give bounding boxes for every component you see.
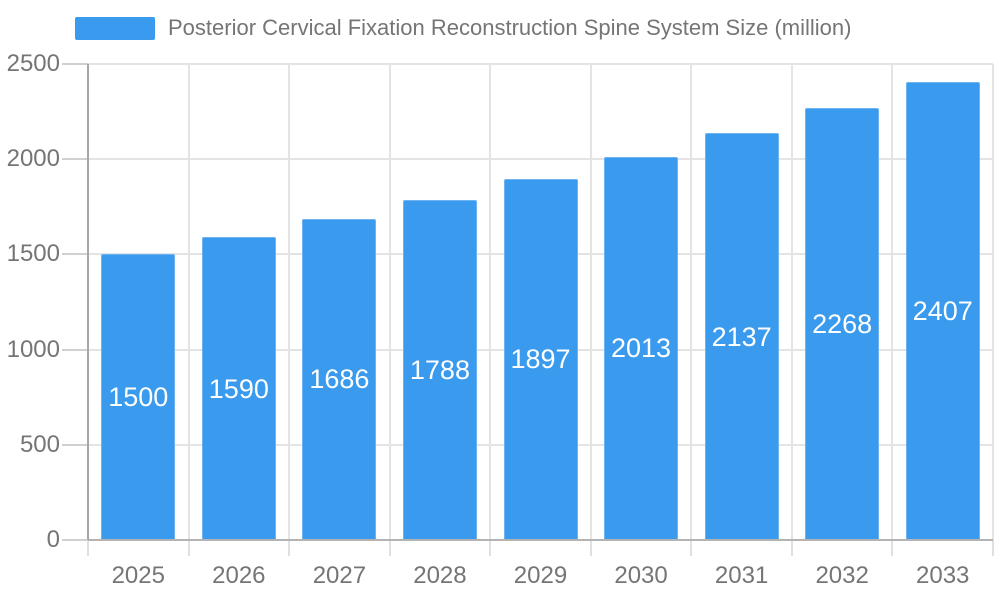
- v-gridline-2: [288, 64, 291, 540]
- legend-label: Posterior Cervical Fixation Reconstructi…: [168, 15, 852, 40]
- bar-value-label-2025: 1500: [108, 382, 169, 413]
- v-gridline-3: [388, 64, 391, 540]
- bar-2026[interactable]: [201, 237, 276, 540]
- x-axis-label-2025: 2025: [111, 562, 165, 589]
- x-tick-1: [187, 540, 190, 556]
- x-tick-4: [489, 540, 492, 556]
- h-gridline-2000: [88, 158, 993, 161]
- y-axis-label: 2500: [6, 50, 60, 77]
- x-axis-label-2030: 2030: [614, 562, 668, 589]
- bar-value-label-2026: 1590: [208, 373, 269, 404]
- x-axis-baseline: [88, 539, 993, 541]
- y-tick-2000: [62, 158, 88, 161]
- v-gridline-8: [891, 64, 894, 540]
- x-tick-9: [992, 540, 994, 556]
- bar-value-label-2031: 2137: [711, 321, 772, 352]
- bar-2029[interactable]: [503, 178, 578, 540]
- v-gridline-5: [589, 64, 592, 540]
- y-axis-line: [87, 64, 89, 540]
- v-gridline-7: [790, 64, 793, 540]
- bar-value-label-2027: 1686: [309, 364, 370, 395]
- x-tick-3: [388, 540, 391, 556]
- h-gridline-2500: [88, 63, 993, 65]
- bar-2032[interactable]: [805, 108, 880, 540]
- bar-2027[interactable]: [302, 218, 377, 540]
- bar-2033[interactable]: [905, 81, 980, 540]
- y-axis-label: 0: [46, 526, 60, 553]
- v-gridline-4: [489, 64, 492, 540]
- bar-value-label-2028: 1788: [409, 354, 470, 385]
- legend-swatch[interactable]: [75, 16, 155, 40]
- x-tick-7: [790, 540, 793, 556]
- y-tick-500: [62, 443, 88, 446]
- y-axis-label: 500: [19, 430, 60, 458]
- x-axis-label-2029: 2029: [513, 562, 568, 589]
- y-tick-1500: [62, 253, 88, 256]
- x-tick-0: [87, 540, 89, 556]
- y-axis-label: 1500: [6, 240, 60, 268]
- v-gridline-9: [992, 64, 994, 540]
- x-tick-5: [589, 540, 592, 556]
- bar-value-label-2032: 2268: [812, 309, 873, 340]
- x-tick-2: [288, 540, 291, 556]
- y-tick-2500: [62, 63, 88, 65]
- x-tick-6: [690, 540, 693, 556]
- x-axis-label-2032: 2032: [815, 562, 869, 589]
- x-tick-8: [891, 540, 894, 556]
- bar-2030[interactable]: [604, 156, 679, 540]
- bar-2025[interactable]: [101, 254, 176, 540]
- bar-2031[interactable]: [704, 133, 779, 540]
- y-tick-1000: [62, 348, 88, 351]
- v-gridline-6: [690, 64, 693, 540]
- bar-value-label-2033: 2407: [912, 295, 973, 326]
- x-axis-label-2028: 2028: [413, 562, 467, 589]
- x-axis-label-2026: 2026: [212, 562, 266, 589]
- x-axis-label-2033: 2033: [916, 562, 970, 589]
- bar-value-label-2030: 2013: [611, 333, 672, 364]
- v-gridline-1: [187, 64, 190, 540]
- x-axis-label-2027: 2027: [312, 562, 367, 589]
- chart-legend[interactable]: Posterior Cervical Fixation Reconstructi…: [75, 15, 851, 41]
- bar-value-label-2029: 1897: [510, 344, 571, 375]
- x-axis-label-2031: 2031: [714, 562, 769, 589]
- y-axis-label: 2000: [6, 145, 60, 173]
- bar-2028[interactable]: [402, 199, 477, 540]
- y-tick-0: [62, 539, 88, 541]
- y-axis-label: 1000: [6, 335, 60, 363]
